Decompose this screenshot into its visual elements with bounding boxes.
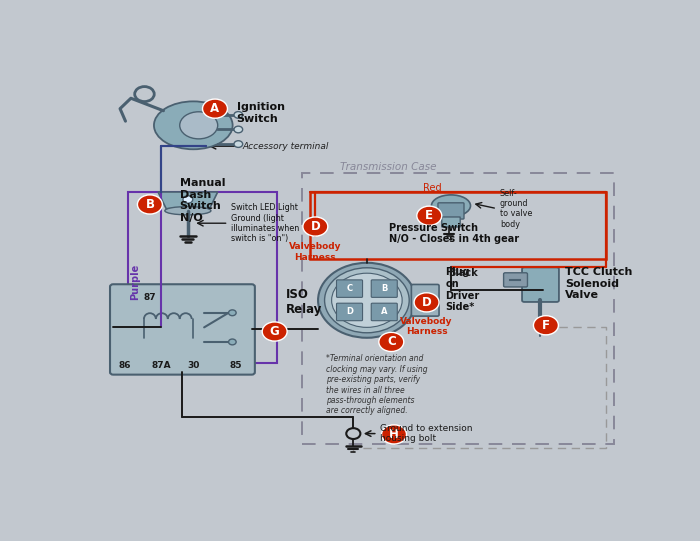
Circle shape — [533, 316, 559, 335]
Circle shape — [414, 293, 439, 312]
Text: Red: Red — [423, 183, 441, 193]
Text: Plug
on
Driver
Side*: Plug on Driver Side* — [446, 267, 480, 312]
Bar — [310, 192, 606, 259]
Ellipse shape — [180, 112, 218, 139]
FancyBboxPatch shape — [337, 280, 363, 298]
Circle shape — [332, 273, 402, 327]
Text: 87A: 87A — [151, 361, 171, 371]
Text: C: C — [387, 335, 395, 348]
Circle shape — [202, 99, 228, 118]
FancyBboxPatch shape — [438, 203, 464, 219]
Text: *Terminal orientation and
clocking may vary. If using
pre-existing parts, verify: *Terminal orientation and clocking may v… — [326, 354, 428, 415]
Circle shape — [228, 339, 236, 345]
Ellipse shape — [164, 207, 211, 215]
Circle shape — [303, 217, 328, 236]
Circle shape — [325, 268, 410, 333]
Text: Accessory terminal: Accessory terminal — [242, 142, 328, 150]
Text: D: D — [421, 296, 431, 309]
Text: D: D — [346, 307, 353, 316]
Text: Valvebody
Harness: Valvebody Harness — [400, 317, 453, 337]
Text: Ground to extension
housing bolt: Ground to extension housing bolt — [381, 424, 473, 443]
Text: Self-
ground
to valve
body: Self- ground to valve body — [500, 188, 532, 229]
Text: ISO
Relay: ISO Relay — [286, 288, 322, 316]
FancyBboxPatch shape — [522, 267, 559, 302]
Text: G: G — [270, 325, 279, 338]
Text: 87: 87 — [143, 293, 155, 302]
Text: B: B — [381, 284, 387, 293]
Text: H: H — [389, 428, 399, 441]
Text: B: B — [146, 198, 155, 211]
Circle shape — [228, 310, 236, 316]
FancyBboxPatch shape — [110, 284, 255, 374]
Circle shape — [318, 263, 416, 338]
Text: Ignition
Switch: Ignition Switch — [237, 102, 285, 124]
Circle shape — [234, 111, 243, 118]
Text: TCC Clutch
Solenoid
Valve: TCC Clutch Solenoid Valve — [565, 267, 632, 300]
Bar — [128, 192, 277, 363]
Text: D: D — [311, 220, 320, 233]
Circle shape — [262, 322, 287, 341]
FancyBboxPatch shape — [371, 303, 398, 321]
Text: Switch LED Light
Ground (light
illuminates when
switch is "on"): Switch LED Light Ground (light illuminat… — [231, 203, 300, 243]
FancyBboxPatch shape — [371, 280, 398, 298]
Text: Black: Black — [448, 268, 478, 278]
Circle shape — [234, 126, 243, 133]
Text: Transmission Case: Transmission Case — [340, 162, 436, 172]
Text: A: A — [211, 102, 220, 115]
Ellipse shape — [154, 101, 232, 149]
Circle shape — [379, 332, 404, 352]
FancyBboxPatch shape — [412, 285, 439, 316]
FancyBboxPatch shape — [442, 217, 460, 227]
Text: F: F — [542, 319, 550, 332]
Text: 86: 86 — [119, 361, 131, 371]
FancyBboxPatch shape — [503, 273, 528, 287]
Polygon shape — [158, 192, 218, 209]
Circle shape — [137, 195, 162, 214]
Text: Pressure Switch
N/O - Closes in 4th gear: Pressure Switch N/O - Closes in 4th gear — [389, 223, 519, 245]
Text: Purple: Purple — [130, 263, 140, 300]
Text: A: A — [381, 307, 388, 316]
Text: Valvebody
Harness: Valvebody Harness — [289, 242, 342, 262]
Text: C: C — [346, 284, 353, 293]
Text: E: E — [426, 209, 433, 222]
Ellipse shape — [431, 195, 470, 216]
Circle shape — [234, 141, 243, 147]
Circle shape — [416, 206, 442, 225]
Text: 30: 30 — [188, 361, 200, 371]
FancyBboxPatch shape — [337, 303, 363, 321]
Text: Manual
Dash
Switch
N/O: Manual Dash Switch N/O — [180, 178, 225, 223]
Bar — [302, 173, 614, 444]
Circle shape — [183, 196, 193, 203]
Circle shape — [382, 425, 407, 444]
Text: 85: 85 — [230, 361, 242, 371]
